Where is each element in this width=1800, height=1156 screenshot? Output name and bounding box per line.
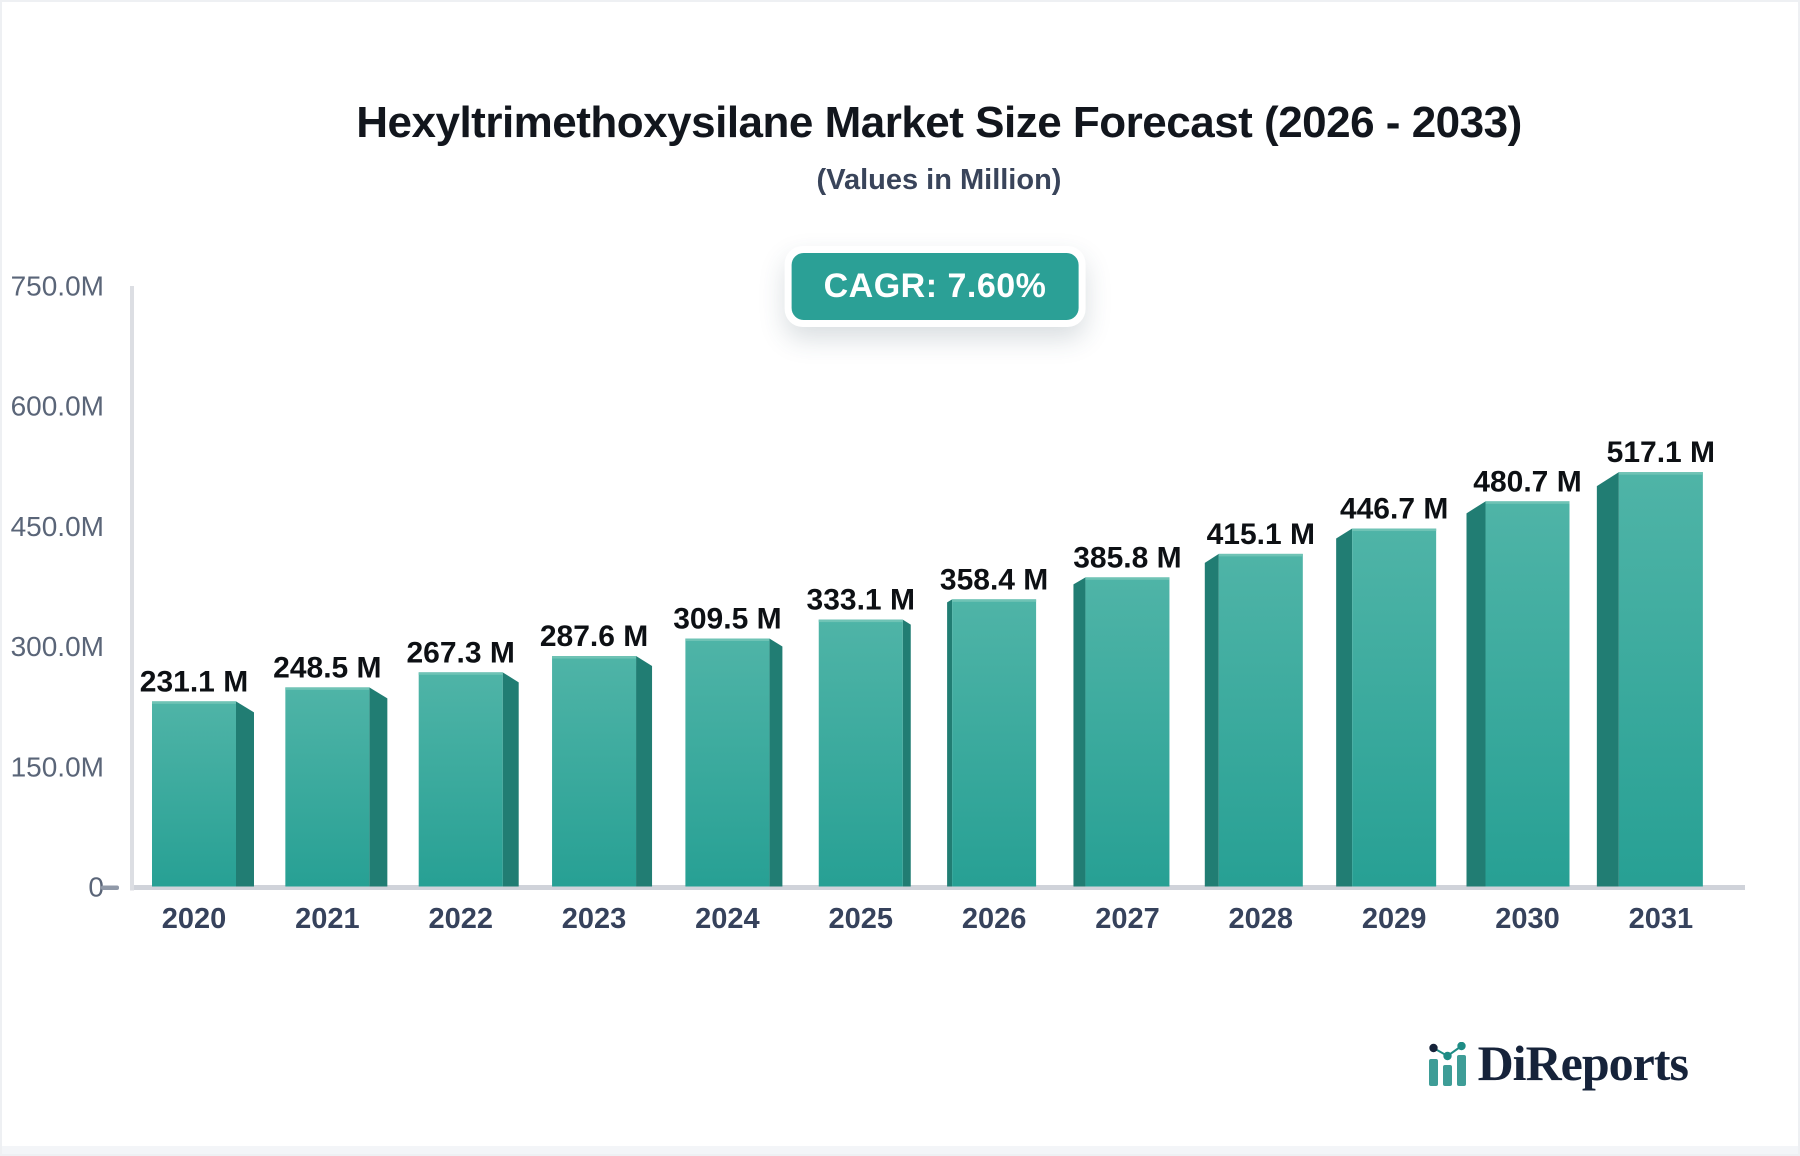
bar-side-face <box>902 619 911 887</box>
bar-top-bevel <box>1352 528 1437 532</box>
y-tick-label: 150.0M <box>11 751 104 782</box>
x-axis-year-label: 2027 <box>1095 903 1160 935</box>
bar-front-face <box>1218 553 1303 887</box>
bar-value-label: 267.3 M <box>406 636 514 669</box>
cagr-badge: CAGR: 7.60% <box>791 253 1079 320</box>
bar-2028[interactable] <box>1204 553 1303 887</box>
x-axis-year-label: 2030 <box>1495 903 1560 935</box>
bar-front-face <box>418 672 503 887</box>
bar-side-face <box>1073 577 1086 887</box>
bar-value-label: 517.1 M <box>1607 436 1715 469</box>
bar-side-face <box>769 638 783 887</box>
bar-value-label: 231.1 M <box>140 665 248 698</box>
x-axis-year-label: 2028 <box>1229 903 1294 935</box>
bar-front-face <box>818 619 903 887</box>
bar-front-face <box>152 701 236 887</box>
bar-front-face <box>1085 577 1170 887</box>
bar-2020[interactable] <box>152 701 254 887</box>
logo-bar <box>1442 1065 1452 1086</box>
chart-title: Hexyltrimethoxysilane Market Size Foreca… <box>356 98 1522 147</box>
bar-2026[interactable] <box>947 599 1037 887</box>
bar-front-face <box>1352 528 1437 887</box>
bar-2031[interactable] <box>1596 472 1703 887</box>
bar-value-label: 385.8 M <box>1073 541 1181 574</box>
x-axis-year-label: 2021 <box>295 903 360 935</box>
bar-2029[interactable] <box>1336 528 1437 887</box>
logo-dot <box>1428 1043 1438 1053</box>
bar-front-face <box>685 638 770 887</box>
x-axis-year-label: 2022 <box>428 903 493 935</box>
x-axis-year-label: 2031 <box>1629 903 1694 935</box>
logo-bar <box>1428 1059 1438 1086</box>
bar-side-face <box>1466 501 1486 887</box>
bar-top-bevel <box>1085 577 1170 580</box>
y-tick-label: 0 <box>88 872 104 903</box>
bar-2025[interactable] <box>818 619 911 887</box>
logo-dot <box>1442 1051 1452 1061</box>
y-tick-label: 600.0M <box>11 391 104 422</box>
bar-front-face <box>1485 501 1570 887</box>
bar-side-face <box>369 687 388 887</box>
bar-side-face <box>236 701 254 887</box>
zero-tick-mark <box>101 885 119 890</box>
bar-value-label: 480.7 M <box>1473 465 1581 498</box>
bar-front-face <box>1618 472 1703 887</box>
mini-bar-chart-logo-icon <box>1428 1042 1466 1086</box>
bar-top-bevel <box>1485 501 1570 504</box>
x-axis-year-label: 2029 <box>1362 903 1427 935</box>
direports-logo: DiReports <box>1428 1035 1689 1091</box>
bar-2030[interactable] <box>1466 501 1570 887</box>
x-axis-year-label: 2026 <box>962 903 1027 935</box>
logo-dot <box>1456 1042 1466 1051</box>
bar-value-label: 287.6 M <box>540 620 648 653</box>
canvas-bottom-edge <box>2 1146 1798 1154</box>
y-axis-line <box>130 286 134 891</box>
chart-subtitle: (Values in Million) <box>816 164 1062 196</box>
logo-bar <box>1456 1055 1466 1086</box>
bar-2024[interactable] <box>685 638 783 887</box>
bar-side-face <box>1596 472 1619 887</box>
x-axis-year-label: 2023 <box>562 903 627 935</box>
bar-top-bevel <box>552 656 637 659</box>
x-axis-year-label: 2025 <box>828 903 893 935</box>
bar-front-face <box>952 599 1037 887</box>
bar-top-bevel <box>952 599 1037 602</box>
bar-value-label: 333.1 M <box>807 584 915 617</box>
y-tick-label: 750.0M <box>11 271 104 302</box>
bar-value-label: 446.7 M <box>1340 493 1448 526</box>
bar-top-bevel <box>1218 553 1303 557</box>
bar-top-bevel <box>1618 472 1703 475</box>
bar-side-face <box>502 672 519 887</box>
cagr-badge-card: CAGR: 7.60% <box>784 246 1086 327</box>
bar-side-face <box>636 656 653 887</box>
bar-2027[interactable] <box>1073 577 1170 887</box>
bar-side-face <box>1204 553 1219 887</box>
bar-side-face <box>1336 528 1353 887</box>
bar-top-bevel <box>418 672 503 675</box>
y-tick-label: 450.0M <box>11 511 104 542</box>
y-tick-label: 300.0M <box>11 631 104 662</box>
x-axis-year-label: 2024 <box>695 903 760 935</box>
bar-side-face <box>947 599 953 887</box>
logo-text: DiReports <box>1477 1035 1689 1091</box>
bar-top-bevel <box>685 638 770 641</box>
x-axis-year-label: 2020 <box>162 903 227 935</box>
bar-top-bevel <box>152 701 236 704</box>
x-axis-line <box>130 885 1745 890</box>
bar-value-label: 415.1 M <box>1207 518 1315 551</box>
bar-front-face <box>285 687 370 887</box>
bar-2023[interactable] <box>552 656 653 887</box>
bar-top-bevel <box>818 619 903 623</box>
bar-value-label: 309.5 M <box>673 602 781 635</box>
bar-value-label: 358.4 M <box>940 563 1048 596</box>
bar-2022[interactable] <box>418 672 519 887</box>
bar-value-label: 248.5 M <box>273 651 381 684</box>
bar-2021[interactable] <box>285 687 388 887</box>
bar-top-bevel <box>285 687 370 690</box>
bar-front-face <box>552 656 637 887</box>
